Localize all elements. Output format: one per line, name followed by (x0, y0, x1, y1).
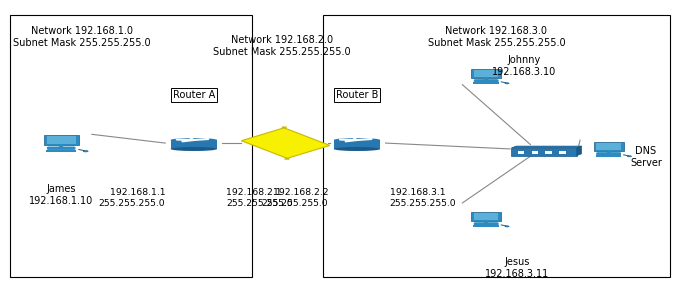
Ellipse shape (334, 138, 380, 142)
Bar (10, 15, 252, 277)
FancyBboxPatch shape (545, 151, 552, 154)
Ellipse shape (83, 151, 88, 152)
Text: Network 192.168.2.0
Subnet Mask 255.255.255.0: Network 192.168.2.0 Subnet Mask 255.255.… (214, 35, 351, 57)
FancyBboxPatch shape (596, 155, 622, 157)
Text: Router A: Router A (173, 90, 215, 100)
FancyBboxPatch shape (596, 143, 621, 150)
FancyBboxPatch shape (474, 79, 498, 82)
Ellipse shape (505, 83, 509, 84)
Polygon shape (171, 140, 217, 149)
Ellipse shape (334, 147, 380, 151)
Text: 192.168.2.2
255.255.255.0: 192.168.2.2 255.255.255.0 (262, 188, 328, 208)
Text: Jesus
192.168.3.11: Jesus 192.168.3.11 (485, 257, 549, 279)
Text: Router B: Router B (336, 90, 378, 100)
FancyBboxPatch shape (47, 147, 75, 150)
FancyBboxPatch shape (532, 151, 538, 154)
FancyBboxPatch shape (47, 136, 75, 144)
Polygon shape (511, 146, 581, 148)
Text: Johnny
192.168.3.10: Johnny 192.168.3.10 (492, 55, 556, 77)
Ellipse shape (171, 138, 217, 142)
FancyBboxPatch shape (518, 151, 524, 154)
Ellipse shape (171, 147, 217, 151)
FancyBboxPatch shape (473, 225, 499, 227)
FancyBboxPatch shape (596, 152, 621, 155)
Text: 192.168.1.1
255.255.255.0: 192.168.1.1 255.255.255.0 (99, 188, 165, 208)
FancyBboxPatch shape (559, 151, 566, 154)
FancyBboxPatch shape (471, 69, 501, 78)
Text: 192.168.3.1
255.255.255.0: 192.168.3.1 255.255.255.0 (390, 188, 456, 208)
FancyBboxPatch shape (471, 213, 501, 221)
Ellipse shape (628, 156, 632, 157)
Bar (323, 15, 670, 277)
FancyBboxPatch shape (474, 70, 498, 77)
Ellipse shape (505, 226, 509, 227)
FancyBboxPatch shape (594, 142, 624, 151)
Polygon shape (577, 146, 581, 156)
FancyBboxPatch shape (46, 150, 76, 152)
Text: DNS
Server: DNS Server (630, 146, 662, 168)
FancyBboxPatch shape (474, 222, 498, 225)
FancyBboxPatch shape (44, 135, 79, 145)
Polygon shape (511, 148, 577, 156)
Text: Network 192.168.1.0
Subnet Mask 255.255.255.0: Network 192.168.1.0 Subnet Mask 255.255.… (13, 26, 150, 48)
Text: 192.168.2.1
255.255.255.0: 192.168.2.1 255.255.255.0 (226, 188, 293, 208)
Polygon shape (241, 127, 330, 159)
Text: James
192.168.1.10: James 192.168.1.10 (29, 184, 93, 206)
FancyBboxPatch shape (474, 213, 498, 220)
FancyBboxPatch shape (473, 82, 499, 84)
Polygon shape (334, 140, 380, 149)
Text: Network 192.168.3.0
Subnet Mask 255.255.255.0: Network 192.168.3.0 Subnet Mask 255.255.… (428, 26, 565, 48)
